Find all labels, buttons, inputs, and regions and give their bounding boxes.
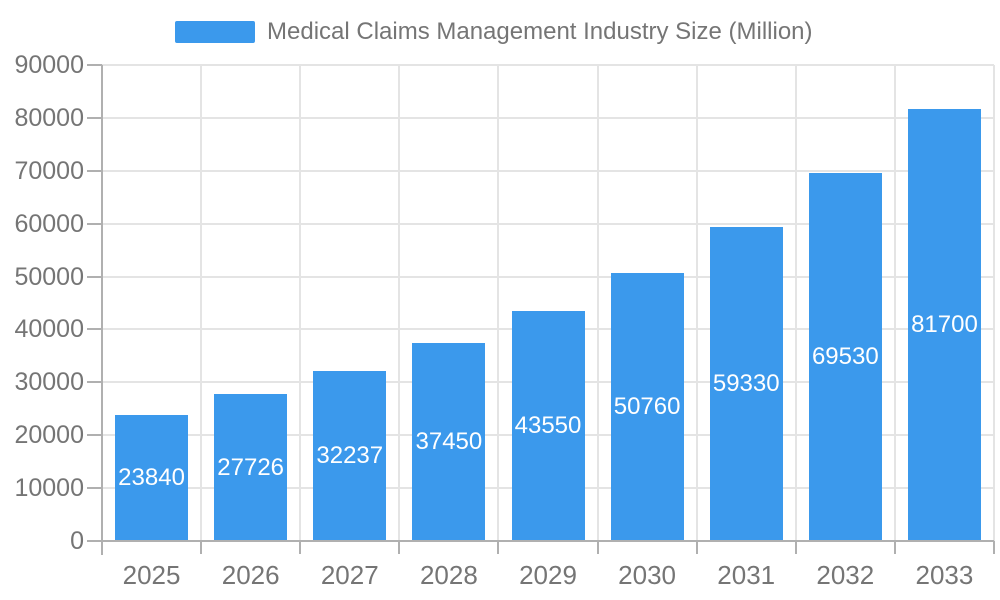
y-tick	[87, 328, 102, 331]
y-tick	[87, 540, 102, 542]
y-tick	[87, 169, 102, 172]
y-tick-label: 30000	[14, 368, 84, 397]
y-tick-label: 40000	[14, 315, 84, 344]
y-tick-label: 90000	[14, 51, 84, 79]
x-tick	[794, 541, 797, 554]
y-tick-label: 80000	[14, 103, 84, 132]
y-gridline	[102, 116, 994, 119]
legend-label: Medical Claims Management Industry Size …	[267, 18, 813, 45]
y-gridline	[102, 64, 994, 66]
y-axis-line	[101, 65, 103, 555]
x-gridline	[893, 65, 896, 541]
x-tick	[497, 541, 500, 554]
bar-2032	[808, 173, 882, 541]
x-gridline	[497, 65, 500, 541]
x-tick	[695, 541, 698, 554]
x-gridline	[299, 65, 302, 541]
bar-value-label: 27726	[217, 453, 285, 481]
x-tick-label: 2032	[816, 560, 875, 590]
x-tick	[596, 541, 599, 554]
bar-2028	[412, 342, 486, 541]
bar-value-label: 69530	[811, 343, 879, 371]
legend: Medical Claims Management Industry Size …	[0, 0, 1000, 56]
y-gridline	[102, 169, 994, 172]
bar-2031	[709, 227, 783, 541]
bar-2026	[214, 394, 288, 541]
y-gridline	[102, 275, 994, 278]
x-tick	[299, 541, 302, 554]
x-tick-label: 2025	[122, 560, 181, 590]
bar-value-label: 37450	[415, 427, 483, 455]
x-gridline	[993, 65, 995, 541]
y-tick-label: 70000	[14, 156, 84, 185]
x-gridline	[596, 65, 599, 541]
y-gridline	[102, 222, 994, 225]
y-tick-label: 10000	[14, 474, 84, 503]
y-tick-label: 60000	[14, 209, 84, 238]
y-tick	[87, 116, 102, 119]
bar-2030	[610, 272, 684, 541]
bar-value-label: 23840	[118, 463, 185, 491]
bar-2029	[511, 310, 585, 541]
x-tick-label: 2026	[221, 560, 280, 590]
x-tick	[200, 541, 203, 554]
x-tick-label: 2028	[419, 560, 478, 590]
y-tick	[87, 64, 102, 66]
y-tick	[87, 381, 102, 384]
x-gridline	[695, 65, 698, 541]
x-tick	[893, 541, 896, 554]
x-tick-label: 2030	[618, 560, 677, 590]
x-tick	[993, 541, 995, 554]
y-tick	[87, 434, 102, 437]
y-tick-label: 0	[70, 527, 84, 555]
legend-swatch	[175, 21, 255, 43]
bar-2033	[907, 108, 981, 541]
x-tick-label: 2029	[519, 560, 577, 590]
x-tick-label: 2027	[320, 560, 379, 590]
y-tick	[87, 275, 102, 278]
y-tick	[87, 487, 102, 490]
bar-value-label: 81700	[911, 310, 978, 338]
bar-2027	[313, 370, 387, 541]
y-tick	[87, 222, 102, 225]
bar-2025	[115, 414, 189, 541]
x-tick-label: 2033	[915, 560, 974, 590]
bar-value-label: 32237	[316, 441, 384, 469]
bar-value-label: 50760	[613, 392, 681, 420]
x-axis-line	[101, 540, 994, 542]
bar-value-label: 43550	[514, 411, 582, 439]
x-gridline	[398, 65, 401, 541]
y-tick-label: 50000	[14, 262, 84, 291]
y-tick-label: 20000	[14, 421, 84, 450]
x-tick-label: 2031	[717, 560, 776, 590]
x-gridline	[794, 65, 797, 541]
x-gridline	[200, 65, 203, 541]
x-tick	[398, 541, 401, 554]
bar-value-label: 59330	[712, 370, 780, 398]
